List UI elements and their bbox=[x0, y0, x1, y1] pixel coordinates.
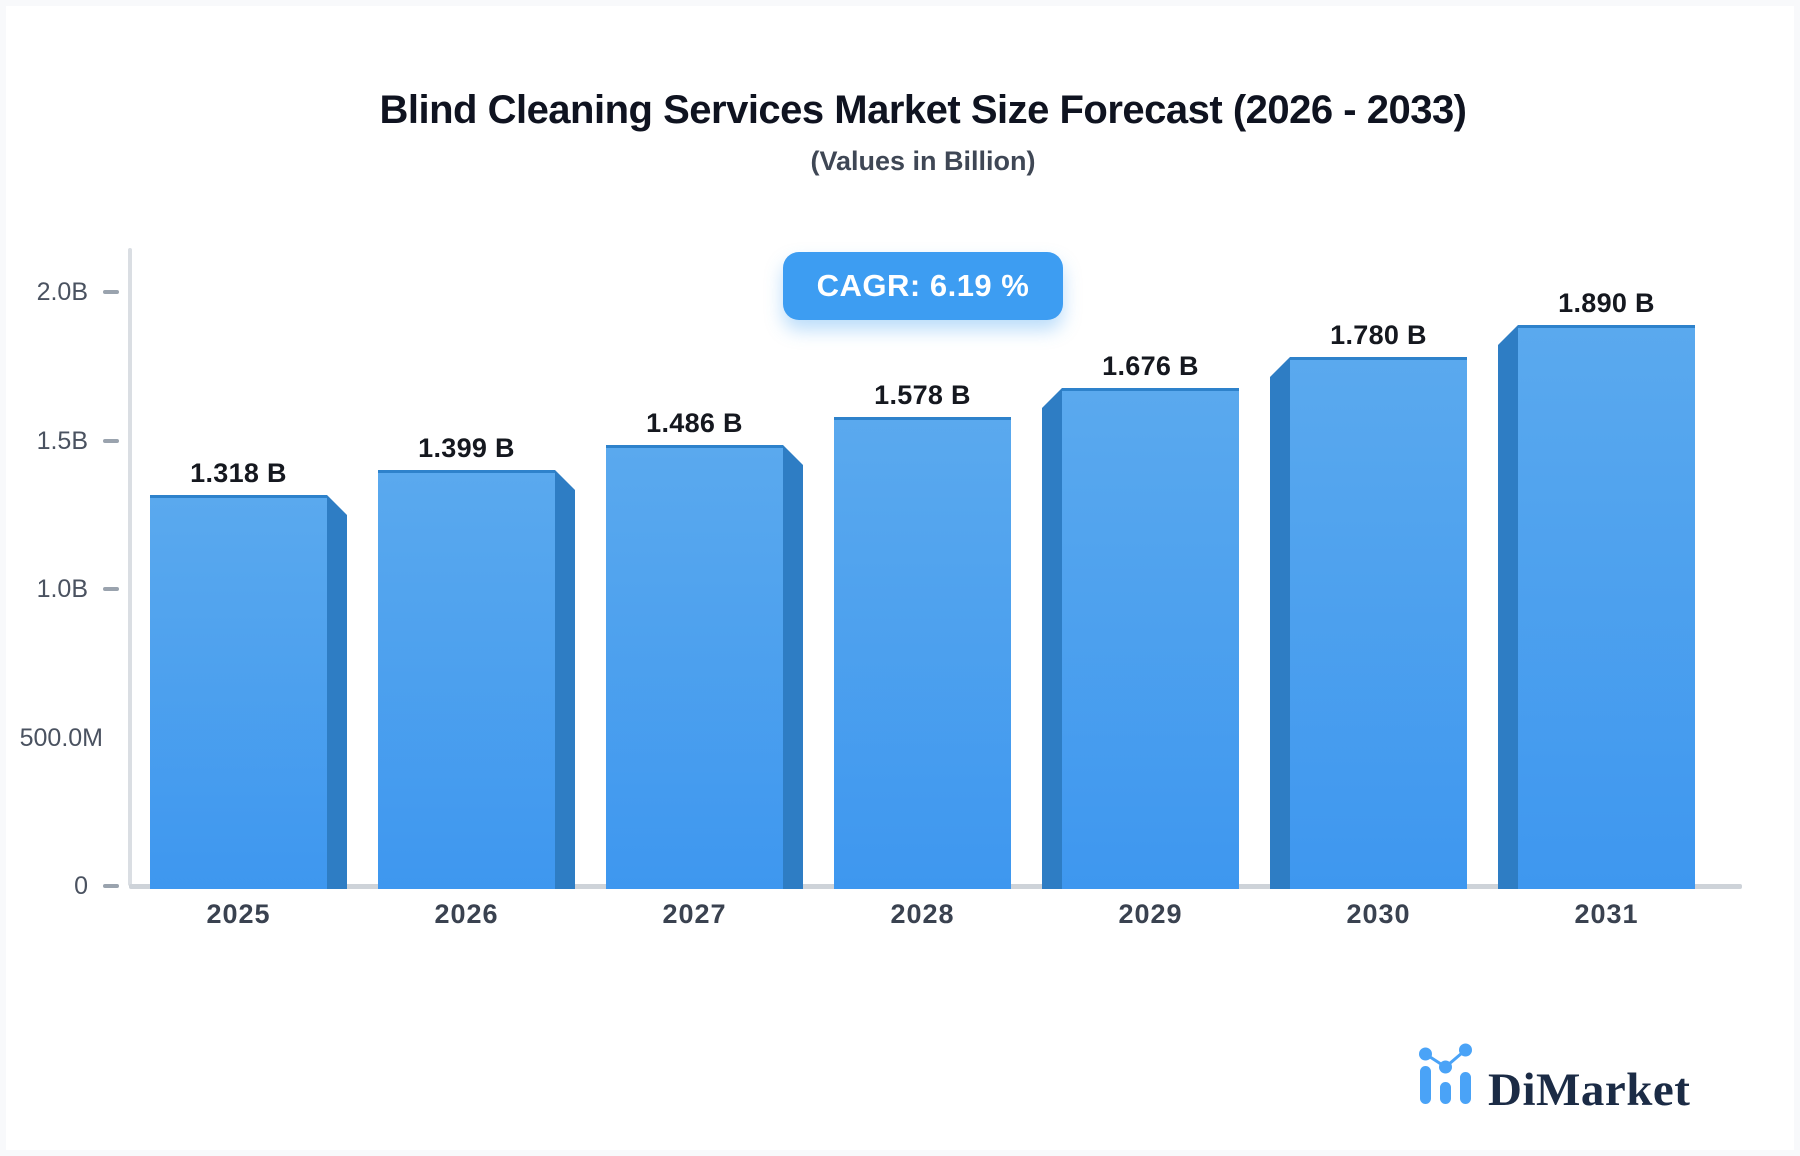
bar-face bbox=[834, 417, 1011, 889]
bar-3d-side bbox=[1270, 357, 1290, 889]
y-tick-mark bbox=[103, 884, 119, 888]
bar-value-label: 1.578 B bbox=[874, 380, 971, 410]
chart-subtitle: (Values in Billion) bbox=[810, 146, 1036, 176]
y-axis-label: 500.0M bbox=[19, 723, 103, 752]
bar-3d-side bbox=[1498, 325, 1518, 889]
y-tick-mark bbox=[103, 290, 119, 294]
bar-value-label: 1.780 B bbox=[1330, 320, 1427, 350]
bar-face bbox=[606, 445, 783, 889]
bar-3d-side bbox=[327, 495, 347, 889]
bar-face bbox=[1062, 388, 1239, 889]
bar-face bbox=[378, 470, 555, 889]
bar-2026[interactable] bbox=[378, 470, 575, 889]
y-axis-line bbox=[128, 248, 132, 886]
x-axis-label: 2030 bbox=[1346, 899, 1411, 929]
y-tick-mark bbox=[103, 587, 119, 591]
cagr-badge: CAGR: 6.19 % bbox=[782, 252, 1064, 320]
bar-2025[interactable] bbox=[150, 495, 347, 889]
x-axis-label: 2027 bbox=[662, 899, 727, 929]
dimarket-logo[interactable]: DiMarket bbox=[1418, 1042, 1691, 1117]
bar-value-label: 1.399 B bbox=[418, 433, 515, 463]
x-axis-label: 2029 bbox=[1118, 899, 1183, 929]
bar-face bbox=[1290, 357, 1467, 889]
bar-face bbox=[1518, 325, 1695, 889]
chart-title: Blind Cleaning Services Market Size Fore… bbox=[379, 88, 1467, 132]
x-axis-label: 2031 bbox=[1574, 899, 1639, 929]
bar-3d-side bbox=[555, 470, 575, 889]
bar-2030[interactable] bbox=[1270, 357, 1467, 889]
y-axis-label: 2.0B bbox=[36, 278, 88, 306]
bar-2027[interactable] bbox=[606, 445, 803, 889]
y-axis-label: 1.5B bbox=[36, 426, 88, 455]
x-axis-label: 2025 bbox=[206, 899, 271, 929]
bar-2029[interactable] bbox=[1042, 388, 1239, 889]
bar-3d-side bbox=[1042, 388, 1062, 889]
bar-value-label: 1.676 B bbox=[1102, 351, 1199, 381]
bar-2031[interactable] bbox=[1498, 325, 1695, 889]
bar-face bbox=[150, 495, 327, 889]
x-axis-label: 2026 bbox=[434, 899, 499, 929]
dimarket-logo-text: DiMarket bbox=[1488, 1064, 1691, 1117]
y-tick-mark bbox=[103, 438, 119, 443]
bar-value-label: 1.486 B bbox=[646, 408, 743, 438]
bar-2028[interactable] bbox=[834, 417, 1011, 889]
dimarket-chart-icon bbox=[1418, 1042, 1474, 1113]
cagr-badge-row: CAGR: 6.19 % bbox=[46, 252, 1800, 320]
y-axis-label: 1.0B bbox=[36, 575, 88, 603]
y-axis-label: 0 bbox=[74, 872, 88, 900]
bar-3d-side bbox=[783, 445, 803, 889]
bar-value-label: 1.318 B bbox=[190, 458, 287, 488]
x-axis-label: 2028 bbox=[890, 899, 955, 929]
bar-value-label: 1.890 B bbox=[1558, 288, 1655, 318]
